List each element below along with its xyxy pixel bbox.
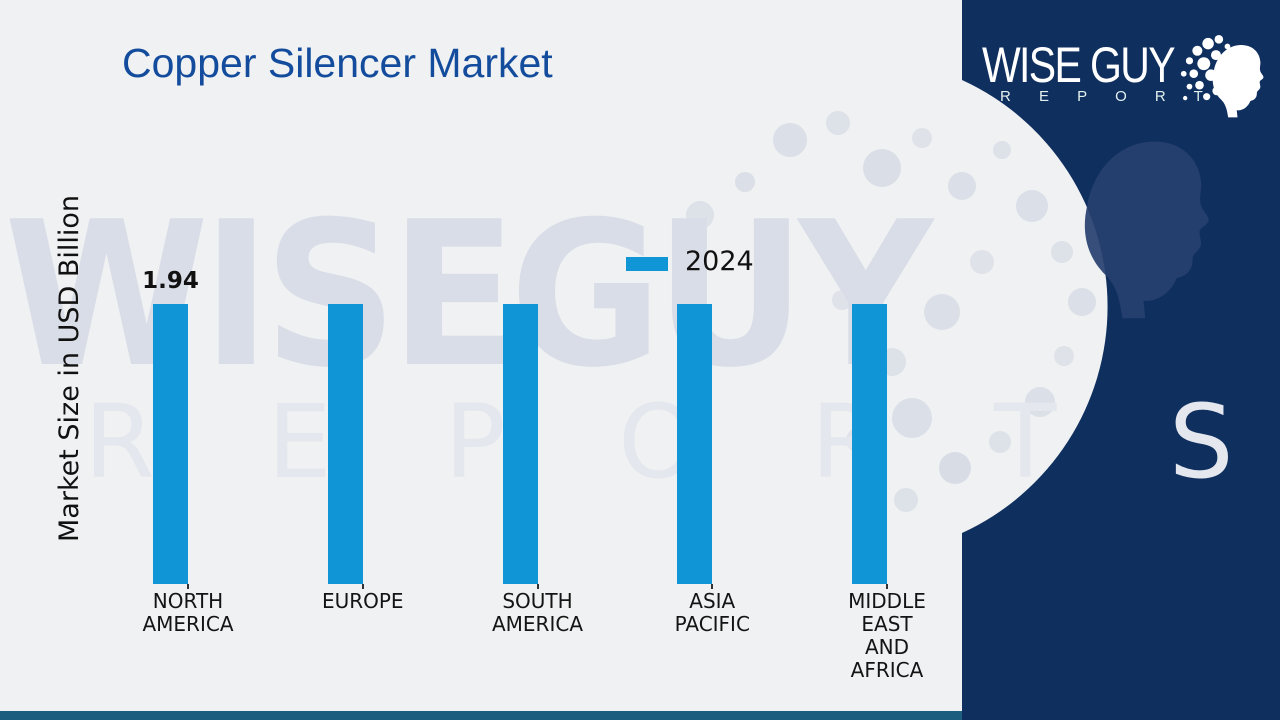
logo-wordmark: WISE GUY — [982, 37, 1176, 93]
logo-head-icon — [1180, 35, 1264, 118]
bar — [327, 304, 363, 584]
bar — [852, 304, 887, 584]
legend-swatch-2024 — [626, 256, 668, 271]
chart-title: Copper Silencer Market — [122, 40, 553, 86]
navy-face-watermark — [1084, 141, 1209, 319]
bar — [677, 304, 713, 584]
logo-subtitle: R E P O R T S — [1000, 88, 1253, 105]
x-axis-category-label: MIDDLE EAST AND AFRICA — [848, 589, 926, 682]
watermark-reports: R E P O R T S — [84, 383, 1274, 502]
x-axis-category-label: SOUTH AMERICA — [491, 589, 583, 636]
bottom-accent-strip — [0, 711, 1280, 720]
x-axis-category-label: EUROPE — [321, 589, 404, 613]
bar-value-label: 1.94 — [142, 268, 199, 294]
bar — [153, 304, 188, 584]
x-axis-tick — [361, 584, 364, 589]
x-axis-category-label: ASIA PACIFIC — [674, 589, 750, 636]
x-axis-tick — [886, 584, 888, 589]
y-axis-label: Market Size in USD Billion — [54, 194, 85, 542]
x-axis-tick — [187, 584, 189, 589]
bar — [502, 304, 538, 584]
x-axis-category-label: NORTH AMERICA — [142, 589, 234, 636]
x-axis-tick — [711, 584, 714, 589]
legend-label-2024: 2024 — [685, 246, 754, 277]
legend: 2024 — [626, 246, 754, 277]
x-axis-tick — [536, 584, 539, 589]
